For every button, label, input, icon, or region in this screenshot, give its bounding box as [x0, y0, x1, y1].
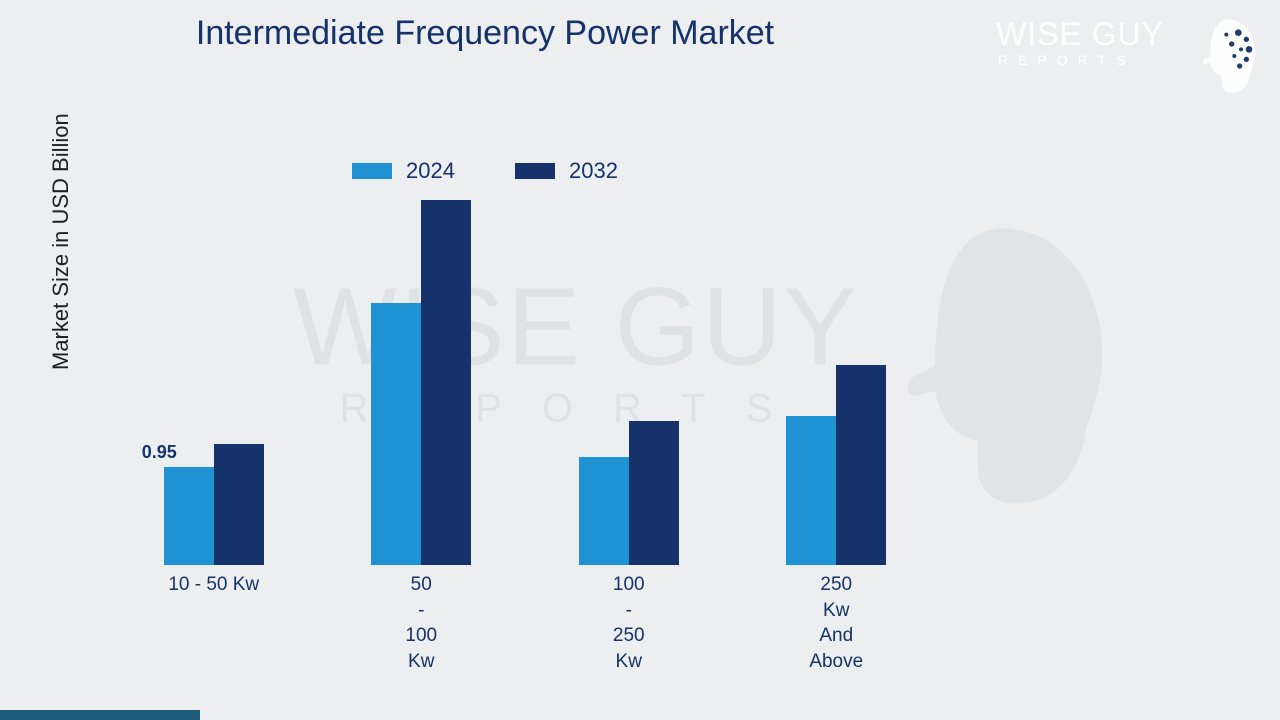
legend-label-2032: 2032: [569, 158, 618, 184]
x-label-0: 10 - 50 Kw: [154, 572, 274, 675]
legend: 2024 2032: [0, 158, 970, 184]
y-axis-label: Market Size in USD Billion: [48, 113, 74, 370]
bar-2024-2: [579, 457, 629, 565]
x-axis-labels: 10 - 50 Kw 50 - 100 Kw 100 - 250 Kw 250 Kw …: [110, 572, 940, 675]
brand-logo: WISE GUY REPORTS: [996, 18, 1256, 68]
chart-title: Intermediate Frequency Power Market: [0, 14, 970, 53]
bottom-accent-bar: [0, 710, 200, 720]
bar-2032-3: [836, 365, 886, 565]
x-label-3: 250 Kw And Above: [776, 572, 896, 675]
bar-2032-1: [421, 200, 471, 565]
bar-2024-1: [371, 303, 421, 565]
chart-plot-area: 0.95: [110, 195, 940, 565]
bar-group-2: [579, 421, 679, 565]
legend-label-2024: 2024: [406, 158, 455, 184]
legend-swatch-2032: [515, 163, 555, 179]
bar-2024-3: [786, 416, 836, 565]
bar-2032-0: [214, 444, 264, 565]
bar-group-1: [371, 200, 471, 565]
legend-item-2032: 2032: [515, 158, 618, 184]
bar-2024-0: [164, 467, 214, 565]
brand-head-icon: [1190, 16, 1260, 96]
bar-2032-2: [629, 421, 679, 565]
bar-value-label-0: 0.95: [142, 442, 177, 463]
bar-group-0: 0.95: [164, 444, 264, 565]
bar-group-3: [786, 365, 886, 565]
chart-canvas: WISE GUY REPORTS Intermediate Frequency …: [0, 0, 1280, 720]
legend-swatch-2024: [352, 163, 392, 179]
x-label-1: 50 - 100 Kw: [361, 572, 481, 675]
legend-item-2024: 2024: [352, 158, 455, 184]
x-label-2: 100 - 250 Kw: [569, 572, 689, 675]
